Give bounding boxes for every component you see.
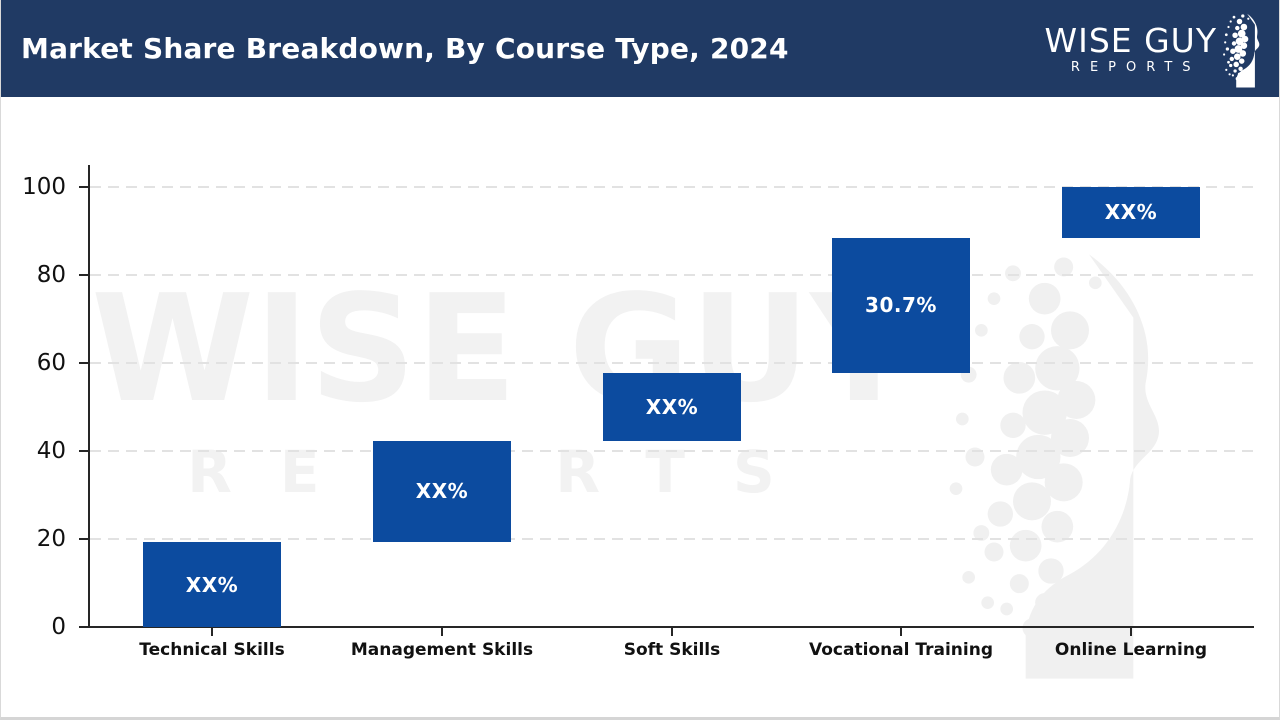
y-axis-line [88,165,90,628]
grid-line-20 [90,538,1254,540]
bar-vocational-training: 30.7% [832,237,970,373]
y-tick-40 [79,450,88,452]
bar-value-label: XX% [645,394,699,419]
y-tick-label-20: 20 [36,526,66,552]
y-tick-label-80: 80 [36,262,66,288]
y-tick-0 [79,626,88,628]
x-tick [1130,628,1132,636]
x-category-label: Vocational Training [808,640,994,660]
bar-value-label: XX% [415,479,469,504]
header-bar: Market Share Breakdown, By Course Type, … [1,0,1279,97]
bar-management-skills: XX% [373,440,511,543]
bar-value-label: XX% [1104,200,1158,225]
page-title: Market Share Breakdown, By Course Type, … [21,32,789,65]
x-category-label: Technical Skills [139,640,285,660]
y-tick-60 [79,362,88,364]
bar-value-label: XX% [185,572,239,597]
x-axis-line [86,626,1254,628]
x-category-label: Management Skills [350,640,534,660]
y-tick-20 [79,538,88,540]
logo-wordmark: WISE GUY REPORTS [1044,24,1217,74]
x-tick [671,628,673,636]
x-tick [211,628,213,636]
y-tick-80 [79,274,88,276]
y-tick-label-40: 40 [36,438,66,464]
logo-head-icon [1201,9,1267,89]
logo-wordmark-line1: WISE GUY [1044,21,1217,60]
y-tick-label-60: 60 [36,350,66,376]
bar-value-label: 30.7% [865,293,937,318]
grid-line-60 [90,362,1254,364]
grid-line-40 [90,450,1254,452]
x-tick [441,628,443,636]
watermark-text-line1: WISE GUY [91,263,918,435]
bar-online-learning: XX% [1062,187,1200,238]
y-tick-label-0: 0 [51,614,66,640]
grid-line-100 [90,186,1254,188]
logo-wordmark-line2: REPORTS [1070,60,1201,75]
x-category-label: Soft Skills [623,640,721,660]
x-category-label: Online Learning [1054,640,1208,660]
wise-guy-logo: WISE GUY REPORTS [1044,6,1267,92]
bar-soft-skills: XX% [603,372,741,441]
y-tick-100 [79,186,88,188]
grid-line-80 [90,274,1254,276]
y-tick-label-100: 100 [22,174,66,200]
x-tick [900,628,902,636]
bar-technical-skills: XX% [143,542,281,627]
